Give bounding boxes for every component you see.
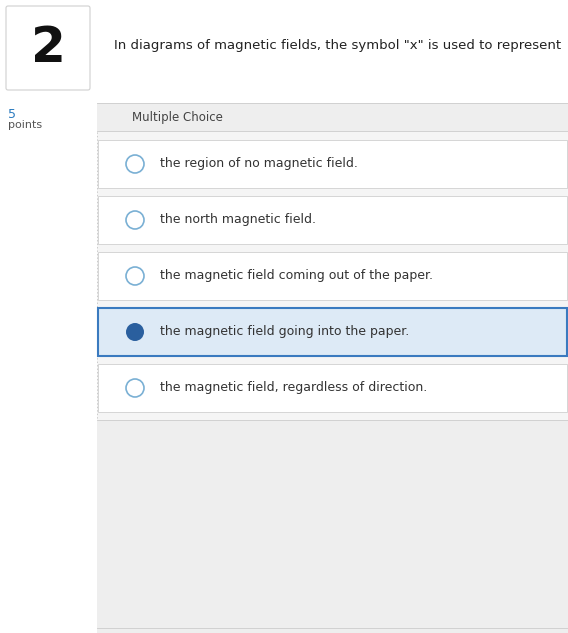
Text: the magnetic field going into the paper.: the magnetic field going into the paper. xyxy=(160,325,410,339)
Text: In diagrams of magnetic fields, the symbol "x" is used to represent: In diagrams of magnetic fields, the symb… xyxy=(114,39,561,51)
Text: the magnetic field coming out of the paper.: the magnetic field coming out of the pap… xyxy=(160,270,433,282)
Circle shape xyxy=(126,155,144,173)
Text: the north magnetic field.: the north magnetic field. xyxy=(160,213,316,227)
FancyBboxPatch shape xyxy=(97,0,568,633)
Text: the magnetic field, regardless of direction.: the magnetic field, regardless of direct… xyxy=(160,382,427,394)
Circle shape xyxy=(126,323,144,341)
FancyBboxPatch shape xyxy=(98,308,567,356)
Circle shape xyxy=(126,211,144,229)
FancyBboxPatch shape xyxy=(6,6,90,90)
Text: 2: 2 xyxy=(31,24,65,72)
Text: the region of no magnetic field.: the region of no magnetic field. xyxy=(160,158,358,170)
Text: 5: 5 xyxy=(8,108,16,121)
FancyBboxPatch shape xyxy=(0,0,97,633)
FancyBboxPatch shape xyxy=(98,140,567,188)
FancyBboxPatch shape xyxy=(98,252,567,300)
FancyBboxPatch shape xyxy=(97,0,568,103)
Text: Multiple Choice: Multiple Choice xyxy=(132,111,223,123)
FancyBboxPatch shape xyxy=(97,420,568,633)
FancyBboxPatch shape xyxy=(98,196,567,244)
FancyBboxPatch shape xyxy=(98,364,567,412)
Circle shape xyxy=(126,267,144,285)
Text: points: points xyxy=(8,120,42,130)
Circle shape xyxy=(126,379,144,397)
FancyBboxPatch shape xyxy=(97,103,568,131)
